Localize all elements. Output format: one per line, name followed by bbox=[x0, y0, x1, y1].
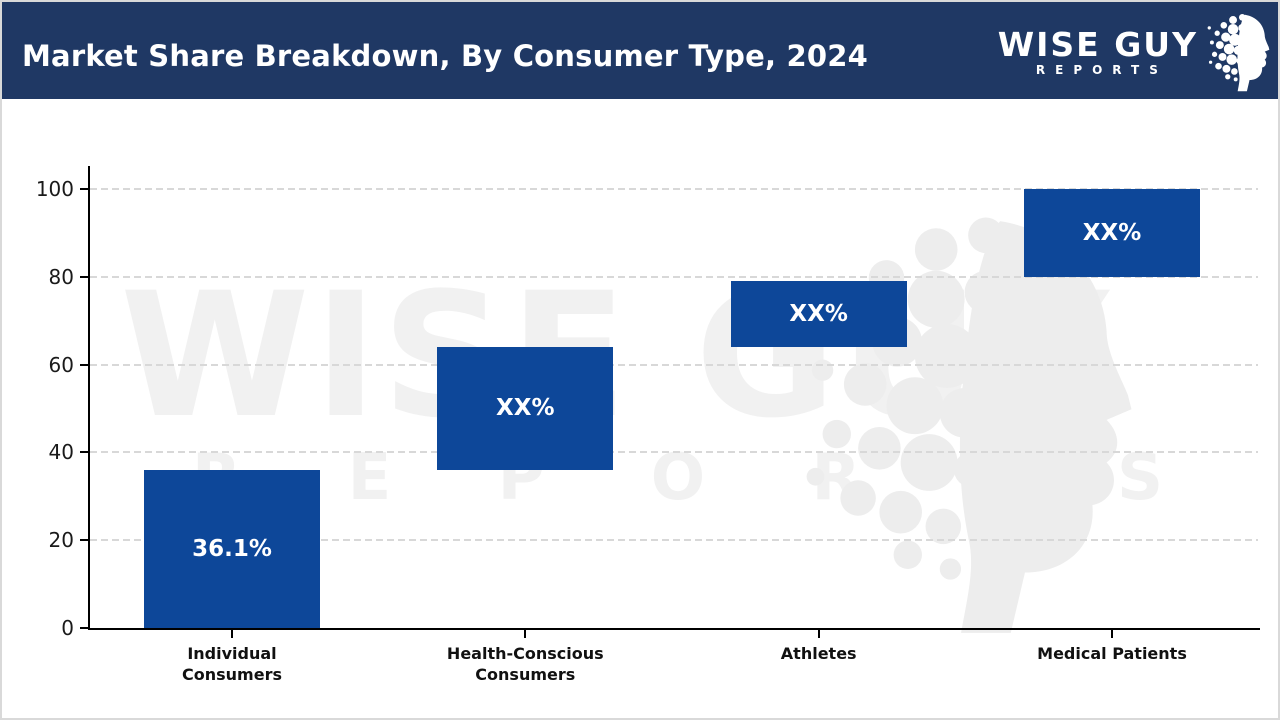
bar-value-label: XX% bbox=[1082, 219, 1142, 246]
x-axis-tick bbox=[231, 630, 233, 638]
x-category-label: Athletes bbox=[674, 643, 964, 664]
y-axis-tick bbox=[80, 363, 89, 366]
y-axis-tick bbox=[80, 188, 89, 190]
y-axis-tick-label: 40 bbox=[48, 440, 74, 465]
y-axis-tick bbox=[80, 275, 89, 278]
x-category-label-line: Consumers bbox=[182, 665, 282, 684]
x-category-label: Medical Patients bbox=[967, 643, 1257, 664]
y-axis-tick-label: 100 bbox=[35, 177, 74, 201]
x-axis-tick bbox=[524, 630, 527, 638]
bar-value-label: XX% bbox=[496, 395, 555, 422]
y-axis-tick bbox=[80, 627, 89, 629]
gridline bbox=[90, 275, 1258, 278]
bar-segment: XX% bbox=[437, 346, 614, 470]
bar-value-label: 36.1% bbox=[192, 535, 272, 562]
bar-value-label: XX% bbox=[789, 300, 848, 327]
x-category-label-line: Consumers bbox=[475, 665, 576, 684]
x-category-label: Health-Conscious Consumers bbox=[380, 643, 670, 685]
x-category-label-line: Individual bbox=[187, 644, 277, 663]
brand-logo-wordmark: WISE GUY bbox=[997, 25, 1198, 65]
gridline bbox=[90, 188, 1258, 190]
brand-logo-reports-text: REPORTS bbox=[1035, 62, 1168, 77]
y-axis-tick bbox=[80, 451, 89, 454]
bar-segment: 36.1% bbox=[144, 469, 320, 628]
gridline bbox=[90, 451, 1258, 454]
brand-logo-text: WISE GUY REPORTS bbox=[998, 28, 1198, 77]
x-axis-tick bbox=[1111, 630, 1113, 638]
y-axis-tick-label: 60 bbox=[48, 352, 74, 377]
gridline bbox=[90, 539, 1258, 542]
page-title: Market Share Breakdown, By Consumer Type… bbox=[22, 38, 869, 73]
gridline bbox=[90, 363, 1258, 366]
y-axis-tick-label: 0 bbox=[61, 616, 74, 640]
y-axis-tick bbox=[80, 539, 89, 542]
bar-segment: XX% bbox=[730, 280, 907, 347]
x-category-label-line: Athletes bbox=[780, 644, 857, 663]
header-bar: Market Share Breakdown, By Consumer Type… bbox=[2, 2, 1278, 99]
x-axis-line bbox=[88, 628, 1260, 630]
y-axis-line bbox=[88, 166, 90, 630]
y-axis-tick-label: 80 bbox=[48, 264, 74, 289]
bar-segment: XX% bbox=[1024, 189, 1200, 277]
x-category-label-line: Medical Patients bbox=[1037, 644, 1187, 663]
x-category-label-line: Health-Conscious bbox=[446, 644, 604, 663]
x-axis-tick bbox=[817, 630, 820, 638]
x-category-label: Individual Consumers bbox=[87, 643, 377, 685]
y-axis-tick-label: 20 bbox=[48, 528, 74, 553]
brand-logo: WISE GUY REPORTS bbox=[998, 8, 1278, 94]
